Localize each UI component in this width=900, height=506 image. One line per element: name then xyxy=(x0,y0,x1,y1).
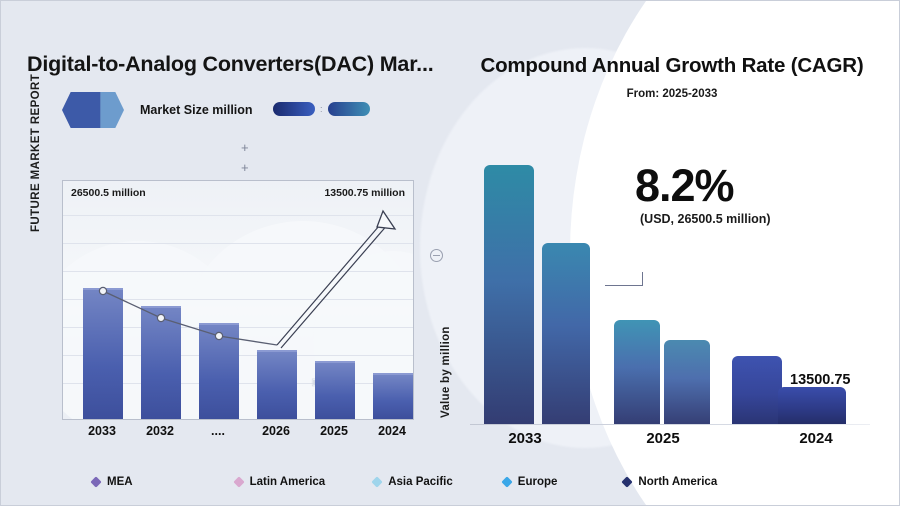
plus-icon-1: + xyxy=(241,140,249,155)
market-size-label: Market Size million xyxy=(140,103,253,117)
table-row xyxy=(315,361,355,419)
legend-item-latin-america[interactable]: Latin America xyxy=(232,476,326,488)
left-chart-caption-start: 26500.5 million xyxy=(71,187,146,199)
x-label: 2025 xyxy=(646,430,680,447)
table-row xyxy=(484,165,534,425)
x-label: 2025 xyxy=(320,424,348,438)
x-label: 2026 xyxy=(262,424,290,438)
legend-label: North America xyxy=(638,476,718,488)
legend-item-asia-pacific[interactable]: Asia Pacific xyxy=(371,476,453,488)
table-row xyxy=(373,373,413,419)
right-chart-title: Compound Annual Growth Rate (CAGR) xyxy=(480,54,864,77)
gradient-pill-group: : xyxy=(273,102,370,116)
x-label: 2033 xyxy=(508,430,542,447)
table-row xyxy=(542,243,590,425)
right-bar-chart xyxy=(468,150,880,425)
diamond-icon xyxy=(232,476,245,488)
left-chart-title: Digital-to-Analog Converters(DAC) Mar... xyxy=(27,52,434,76)
table-row xyxy=(664,340,710,425)
table-row xyxy=(614,320,660,425)
market-size-legend: Market Size million xyxy=(62,92,253,128)
plus-icon-2: + xyxy=(241,160,249,175)
legend-label: Europe xyxy=(517,476,558,488)
legend-item-north-america[interactable]: North America xyxy=(621,476,718,488)
legend-item-mea[interactable]: MEA xyxy=(90,476,133,488)
diamond-icon xyxy=(90,476,102,488)
legend-item-europe[interactable]: Europe xyxy=(501,476,558,488)
table-row xyxy=(141,306,181,419)
future-market-report-label: FUTURE MARKET REPORT xyxy=(30,73,42,232)
table-row xyxy=(778,387,846,425)
region-legend: MEA Latin America Asia Pacific Europe No… xyxy=(0,476,830,488)
hexagon-split-icon xyxy=(62,92,124,128)
legend-label: Asia Pacific xyxy=(388,476,453,488)
cagr-note: (USD, 26500.5 million) xyxy=(640,212,771,226)
table-row xyxy=(257,350,297,419)
gradient-pill-secondary xyxy=(327,102,370,116)
gradient-pill-primary xyxy=(273,102,315,116)
minus-circle-icon xyxy=(430,249,443,262)
table-row xyxy=(732,356,782,425)
diamond-icon xyxy=(621,476,634,488)
value-axis-label: Value by million xyxy=(440,326,452,418)
diamond-icon xyxy=(371,476,383,488)
x-label: 2024 xyxy=(378,424,406,438)
x-label: .... xyxy=(211,424,225,438)
left-chart-caption-end: 13500.75 million xyxy=(324,187,405,199)
cagr-value: 8.2% xyxy=(635,160,735,211)
x-label: 2033 xyxy=(88,424,116,438)
legend-label: MEA xyxy=(107,476,133,488)
legend-label: Latin America xyxy=(249,476,326,488)
left-chart-x-axis: 2033 2032 .... 2026 2025 2024 xyxy=(62,424,414,444)
trend-line-overlay xyxy=(98,209,397,349)
diamond-icon xyxy=(501,476,513,488)
data-label-2024: 13500.75 xyxy=(790,372,851,388)
left-bar-chart: 26500.5 million 13500.75 million ▤ ▣ xyxy=(62,180,414,420)
x-label: 2024 xyxy=(799,430,833,447)
growth-arrow xyxy=(276,209,397,349)
right-chart-baseline xyxy=(470,424,870,425)
right-chart-x-axis: 2033 2025 2024 xyxy=(468,430,880,452)
right-chart-subtitle: From: 2025-2033 xyxy=(626,88,718,100)
table-row xyxy=(83,288,123,419)
pill-separator: : xyxy=(320,104,323,114)
x-label: 2032 xyxy=(146,424,174,438)
bracket-decoration xyxy=(605,272,643,286)
